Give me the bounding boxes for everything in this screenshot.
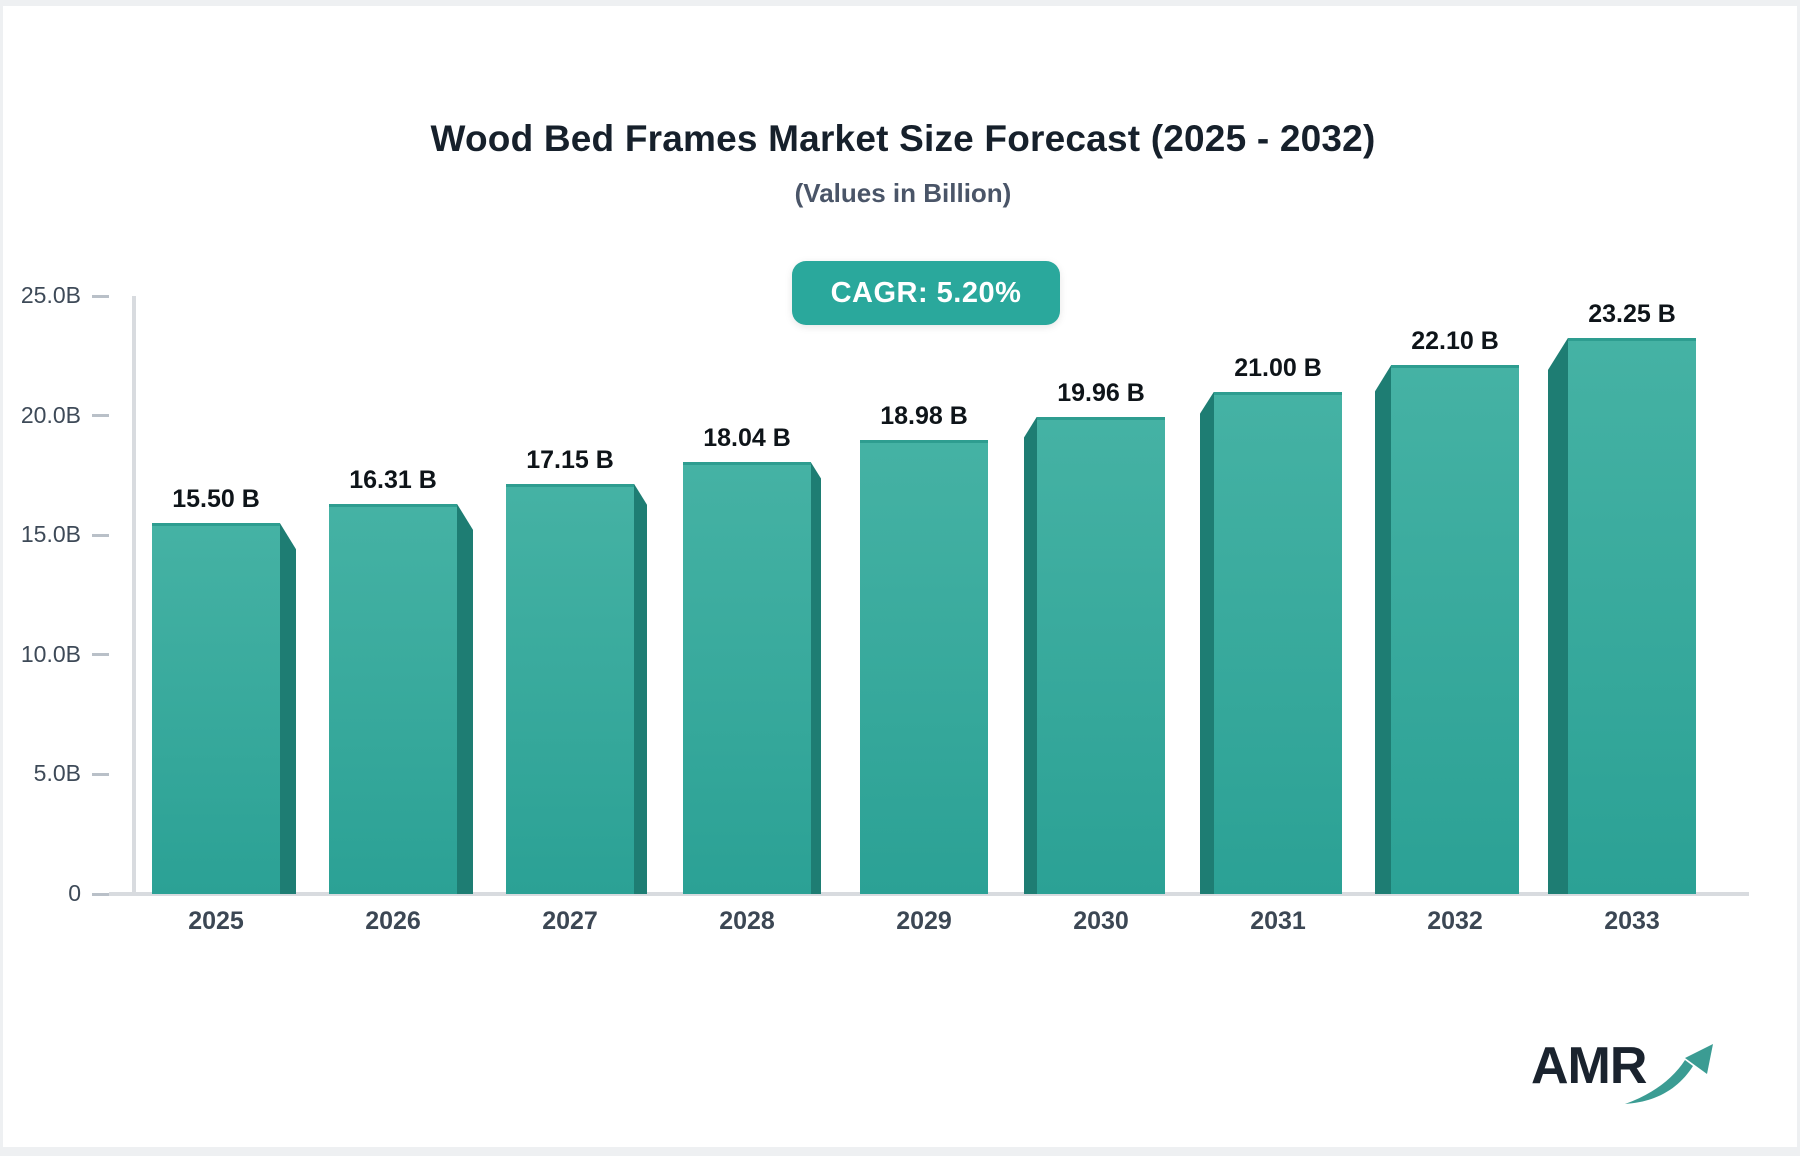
bar-2026 (329, 503, 457, 894)
bar-value-label-2030: 19.96 B (1057, 378, 1145, 407)
bar-side-2027 (634, 483, 647, 894)
bar-2031 (1214, 391, 1342, 894)
bar-side-2032 (1375, 365, 1391, 894)
bar-2030 (1037, 416, 1165, 894)
y-tick-label: 10.0B (20, 640, 81, 667)
y-tick-label: 0 (68, 880, 81, 906)
bar-side-2033 (1548, 337, 1568, 894)
y-axis-line (132, 296, 136, 896)
y-tick-dash (92, 892, 109, 896)
growth-arrow-icon (1625, 1044, 1713, 1104)
x-axis-label-2030: 2030 (1073, 907, 1129, 935)
y-tick-dash (92, 653, 109, 657)
y-tick-label: 5.0B (33, 760, 81, 787)
x-axis-label-2033: 2033 (1604, 907, 1660, 935)
cagr-badge: CAGR: 5.20% (792, 261, 1060, 325)
y-tick-label: 25.0B (20, 282, 81, 308)
bar-2028 (683, 462, 811, 894)
y-tick-label: 15.0B (20, 521, 81, 548)
bar-side-2028 (811, 462, 821, 894)
y-tick-dash (92, 533, 109, 537)
bar-side-2031 (1200, 391, 1214, 894)
y-tick-dash (92, 772, 109, 776)
bar-value-label-2029: 18.98 B (880, 401, 968, 430)
bar-value-label-2031: 21.00 B (1234, 353, 1322, 382)
bar-value-label-2027: 17.15 B (526, 445, 614, 474)
bar-2025 (152, 523, 280, 894)
bar-value-label-2032: 22.10 B (1411, 327, 1499, 356)
bar-2029 (860, 439, 988, 894)
chart-subtitle: (Values in Billion) (794, 178, 1012, 208)
x-axis-label-2031: 2031 (1250, 907, 1306, 935)
bar-2032 (1391, 365, 1519, 894)
x-axis-label-2025: 2025 (188, 907, 244, 935)
bar-value-label-2026: 16.31 B (349, 465, 437, 494)
bar-value-label-2025: 15.50 B (172, 485, 260, 514)
bar-side-2025 (280, 523, 296, 894)
y-tick-dash (92, 294, 109, 298)
y-tick-label: 20.0B (20, 401, 81, 428)
bar-value-label-2028: 18.04 B (703, 424, 791, 453)
amr-logo: AMR (1531, 1036, 1731, 1116)
amr-logo-text: AMR (1531, 1037, 1647, 1095)
x-axis-line (109, 892, 1749, 896)
x-axis-label-2032: 2032 (1427, 907, 1483, 935)
y-tick-dash (92, 414, 109, 418)
bar-value-label-2033: 23.25 B (1588, 299, 1676, 328)
x-axis-label-2027: 2027 (542, 907, 598, 935)
chart-card: Wood Bed Frames Market Size Forecast (20… (3, 6, 1797, 1147)
bar-2033 (1568, 337, 1696, 894)
chart-title: Wood Bed Frames Market Size Forecast (20… (430, 118, 1376, 159)
x-axis-label-2028: 2028 (719, 907, 775, 935)
bar-side-2026 (457, 503, 473, 894)
bar-side-2030 (1024, 416, 1037, 894)
x-axis-label-2026: 2026 (365, 907, 421, 935)
bar-2027 (506, 483, 634, 894)
x-axis-label-2029: 2029 (896, 907, 952, 935)
cagr-badge-label: CAGR: 5.20% (830, 276, 1022, 309)
